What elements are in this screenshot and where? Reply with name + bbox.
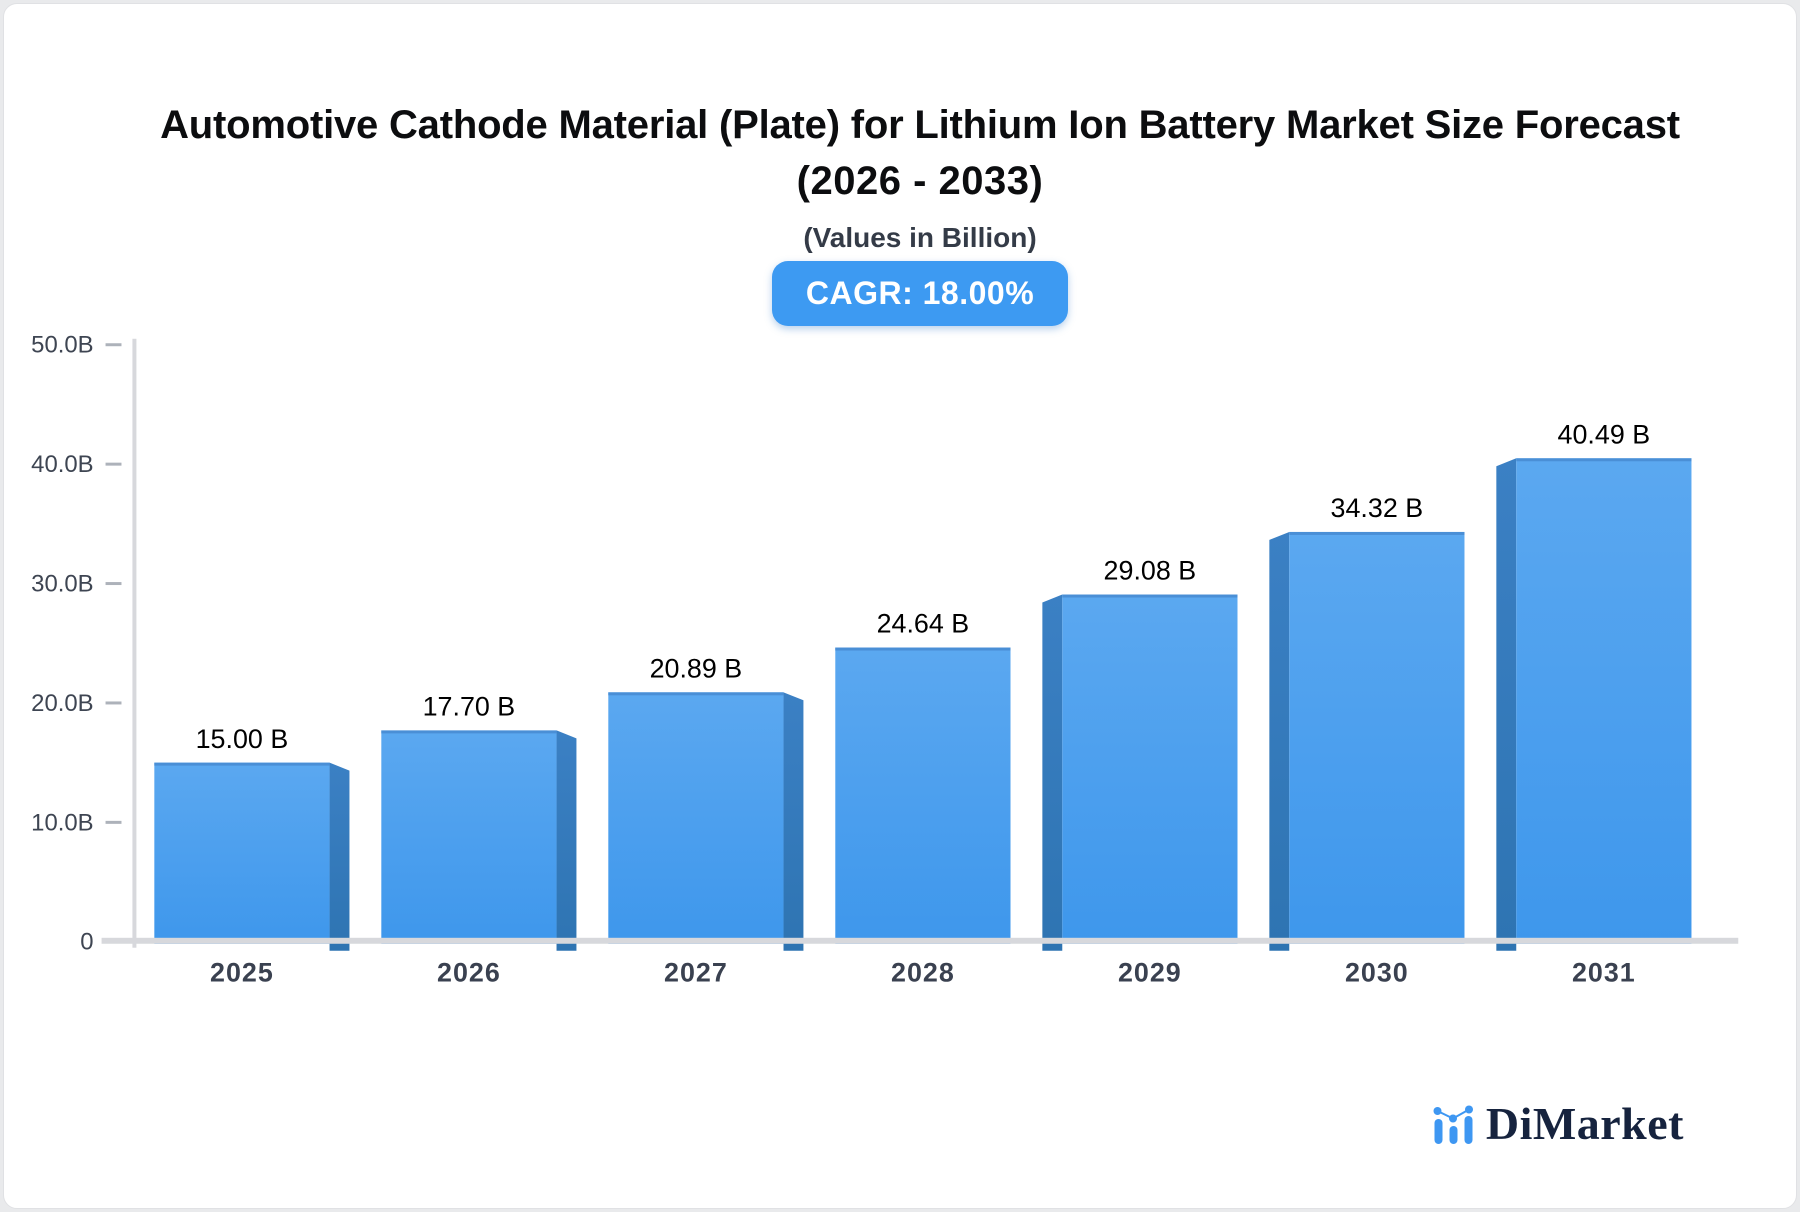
y-axis-tick — [105, 582, 122, 586]
chart-subtitle: (Values in Billion) — [803, 222, 1037, 253]
bar-top-edge — [835, 647, 1011, 651]
dimarket-logo-icon — [1433, 1105, 1473, 1144]
y-axis-tick — [105, 462, 122, 466]
y-axis-tick — [105, 343, 122, 347]
bar-value-label: 17.70 B — [423, 692, 516, 722]
y-axis-label: 40.0B — [31, 451, 93, 478]
bar-top-edge — [1062, 594, 1238, 598]
x-axis-label: 2030 — [1345, 958, 1409, 988]
bar-side — [329, 762, 350, 951]
bar-2026 — [381, 730, 557, 944]
bar-value-label: 20.89 B — [650, 653, 743, 683]
y-axis-tick — [105, 820, 122, 824]
bar-value-label: 34.32 B — [1331, 493, 1424, 523]
cagr-badge-row: CAGR: 18.00% — [44, 261, 1796, 326]
bar-chart-canvas: 50.0B 40.0B 30.0B 20.0B 10.0B 0 15.00 B 2025 17.… — [31, 332, 1739, 988]
bar-2031 — [1516, 458, 1692, 944]
bar-2027 — [608, 692, 784, 944]
chart-header: Automotive Cathode Material (Plate) for … — [4, 104, 1796, 326]
x-axis-label: 2031 — [1572, 958, 1636, 988]
bar-value-label: 29.08 B — [1104, 556, 1197, 586]
x-axis-label: 2026 — [437, 958, 501, 988]
bar-2025 — [154, 762, 330, 944]
y-axis-label: 20.0B — [31, 690, 93, 717]
dimarket-logo: DiMarket — [1433, 1097, 1684, 1149]
bar-value-label: 15.00 B — [196, 724, 289, 754]
cagr-badge: CAGR: 18.00% — [771, 261, 1069, 326]
bar-side — [1269, 531, 1290, 951]
x-axis-line — [101, 937, 1739, 944]
y-axis-label: 50.0B — [31, 332, 93, 359]
y-axis-label: 10.0B — [31, 809, 93, 836]
x-axis-label: 2028 — [891, 958, 955, 988]
x-axis-label: 2025 — [210, 958, 274, 988]
y-axis-line — [132, 338, 137, 948]
bar-2029 — [1062, 594, 1238, 944]
bar-side — [783, 692, 804, 951]
bar-2028 — [835, 647, 1011, 944]
bar-side — [556, 730, 577, 951]
bar-top-edge — [154, 762, 330, 766]
bar-top-edge — [1289, 531, 1465, 535]
x-axis-label: 2027 — [664, 958, 728, 988]
x-axis-label: 2029 — [1118, 958, 1182, 988]
y-axis-tick — [105, 701, 122, 705]
bar-2030 — [1289, 531, 1465, 944]
bar-top-edge — [381, 730, 557, 734]
bar-value-label: 24.64 B — [877, 609, 970, 639]
chart-card: Automotive Cathode Material (Plate) for … — [3, 3, 1797, 1209]
chart-title-line1: Automotive Cathode Material (Plate) for … — [160, 103, 1680, 147]
bar-value-label: 40.49 B — [1558, 419, 1651, 449]
bar-top-edge — [608, 692, 784, 696]
y-axis-label: 0 — [80, 929, 93, 956]
chart-title-line2: (2026 - 2033) — [796, 159, 1044, 203]
bar-top-edge — [1516, 458, 1692, 462]
bar-side — [1042, 594, 1063, 951]
bar-side — [1496, 458, 1517, 951]
dimarket-logo-text: DiMarket — [1485, 1097, 1684, 1149]
y-axis-label: 30.0B — [31, 571, 93, 598]
